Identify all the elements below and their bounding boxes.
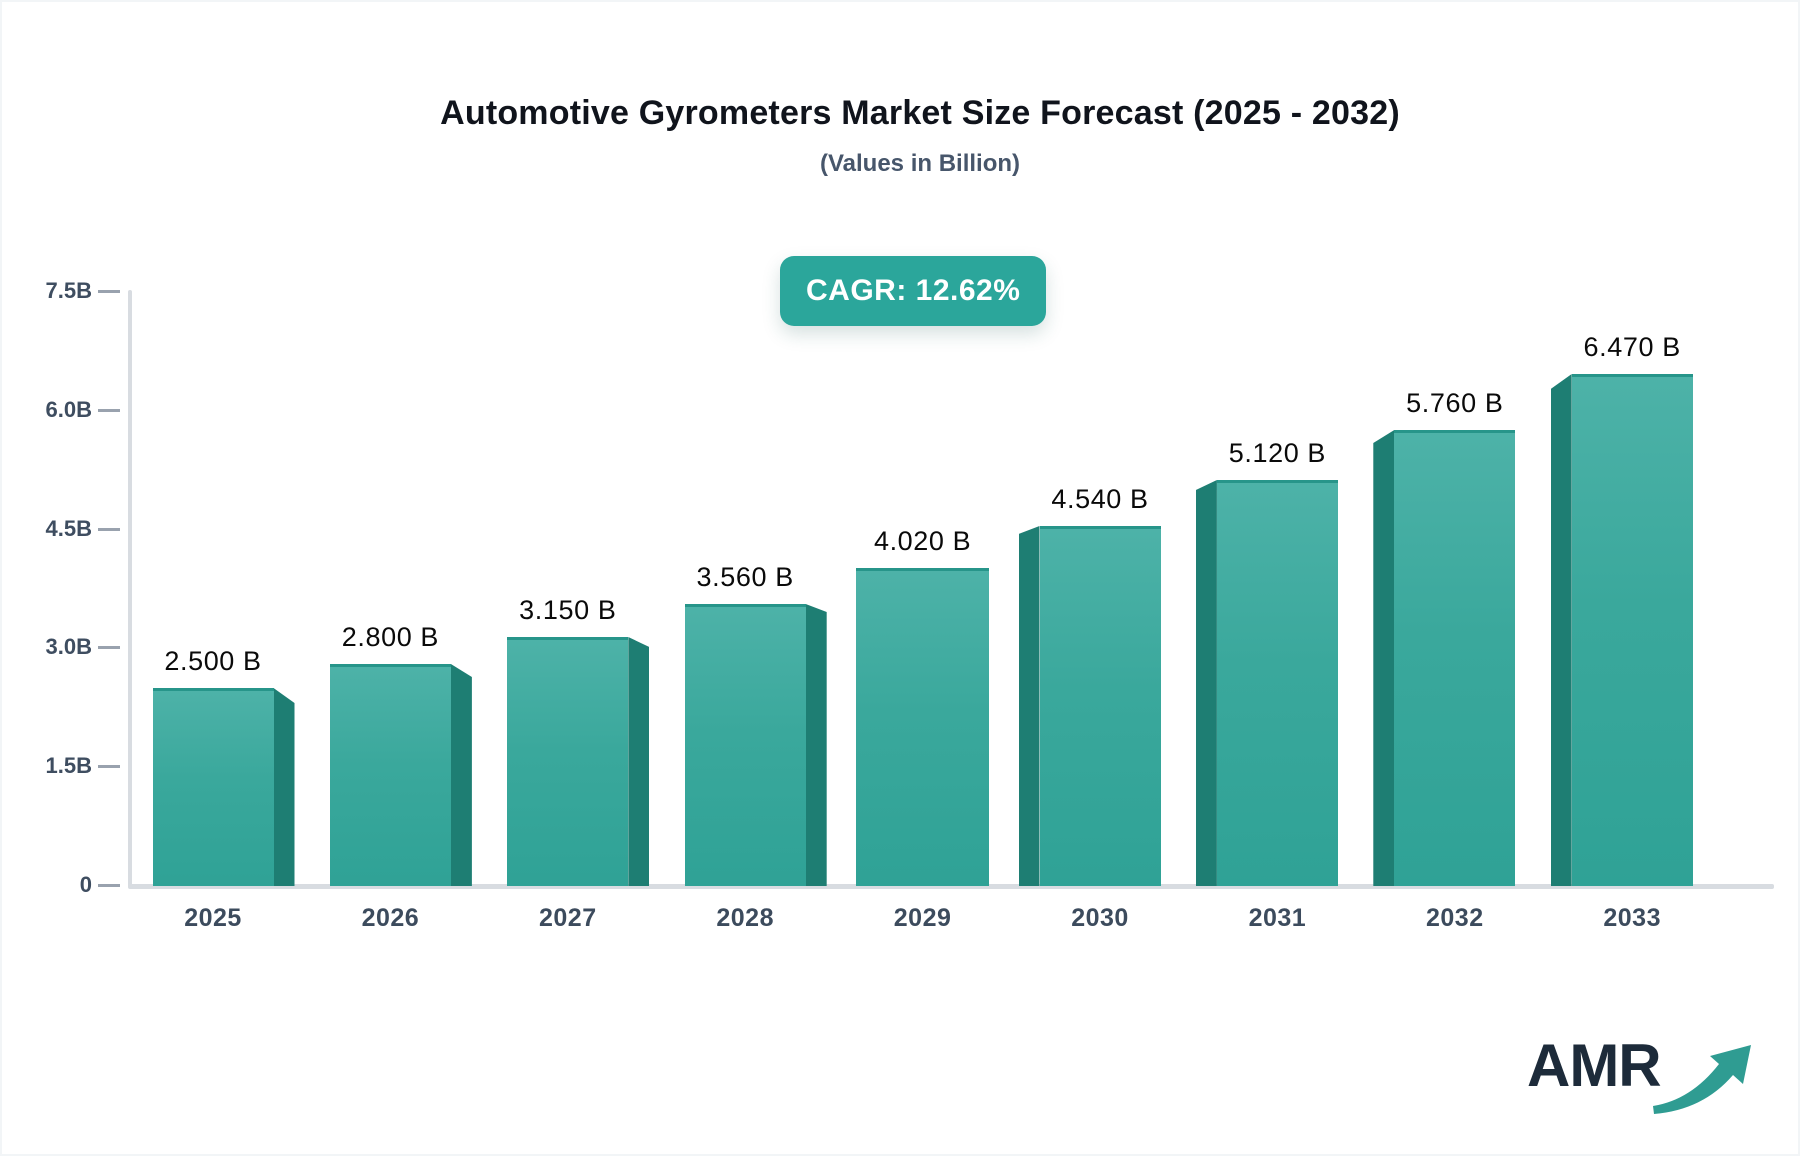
y-axis-line (128, 290, 132, 888)
bar (1571, 374, 1693, 886)
bar (152, 688, 274, 886)
bar-value-label: 4.540 B (1051, 484, 1149, 514)
y-tick-dash (98, 409, 120, 412)
x-axis-line (128, 884, 1774, 889)
x-tick-label: 2031 (1248, 904, 1307, 932)
chart-subtitle: (Values in Billion) (819, 150, 1021, 177)
bar-value-label: 3.150 B (519, 595, 617, 625)
bar-3d-side (1550, 374, 1572, 886)
x-tick-label: 2028 (716, 904, 774, 932)
x-tick-label: 2030 (1071, 904, 1129, 932)
bar-3d-side (1018, 526, 1040, 886)
bar-3d-side (273, 688, 295, 886)
bar (507, 637, 629, 886)
x-tick-label: 2033 (1603, 904, 1661, 932)
bar-3d-side (628, 637, 650, 886)
x-tick-label: 2027 (538, 904, 597, 932)
y-tick-dash (98, 646, 120, 649)
bar-value-label: 5.120 B (1228, 438, 1327, 468)
bar-3d-side (1195, 480, 1217, 886)
y-tick-dash (98, 884, 120, 887)
bar-3d-side (450, 664, 472, 886)
bar-value-label: 2.800 B (341, 622, 440, 652)
bar (1394, 430, 1516, 886)
bar-value-label: 4.020 B (873, 526, 972, 556)
y-tick-label: 4.5B (45, 516, 92, 541)
bar (1216, 480, 1338, 886)
x-tick-label: 2029 (893, 904, 952, 932)
bar (684, 604, 806, 886)
y-tick-dash (98, 528, 120, 531)
x-tick-label: 2025 (184, 904, 242, 932)
bar (329, 664, 451, 886)
cagr-badge-label: CAGR: 12.62% (806, 274, 1021, 307)
y-tick-dash (98, 765, 120, 768)
bar-3d-side (805, 604, 827, 886)
brand-logo-text: AMR (1527, 1032, 1662, 1099)
bar (1039, 526, 1161, 886)
bar (856, 568, 990, 886)
y-tick-label: 1.5B (45, 753, 92, 778)
chart-title: Automotive Gyrometers Market Size Foreca… (440, 94, 1400, 132)
y-tick-label: 7.5B (45, 278, 92, 303)
y-tick-label: 0 (79, 872, 92, 897)
x-tick-label: 2026 (361, 904, 420, 932)
bar-3d-side (1373, 430, 1395, 886)
bar-value-label: 2.500 B (164, 646, 262, 676)
y-tick-dash (98, 290, 120, 293)
bar-value-label: 6.470 B (1583, 332, 1681, 362)
bar-value-label: 5.760 B (1406, 388, 1504, 418)
x-tick-label: 2032 (1425, 904, 1484, 932)
bar-value-label: 3.560 B (696, 562, 794, 592)
cagr-badge: CAGR: 12.62% (780, 256, 1047, 326)
y-tick-label: 6.0B (45, 397, 92, 422)
y-tick-label: 3.0B (45, 634, 92, 659)
brand-logo: AMR (1527, 1034, 1759, 1122)
growth-arrow-icon (1652, 1045, 1751, 1114)
